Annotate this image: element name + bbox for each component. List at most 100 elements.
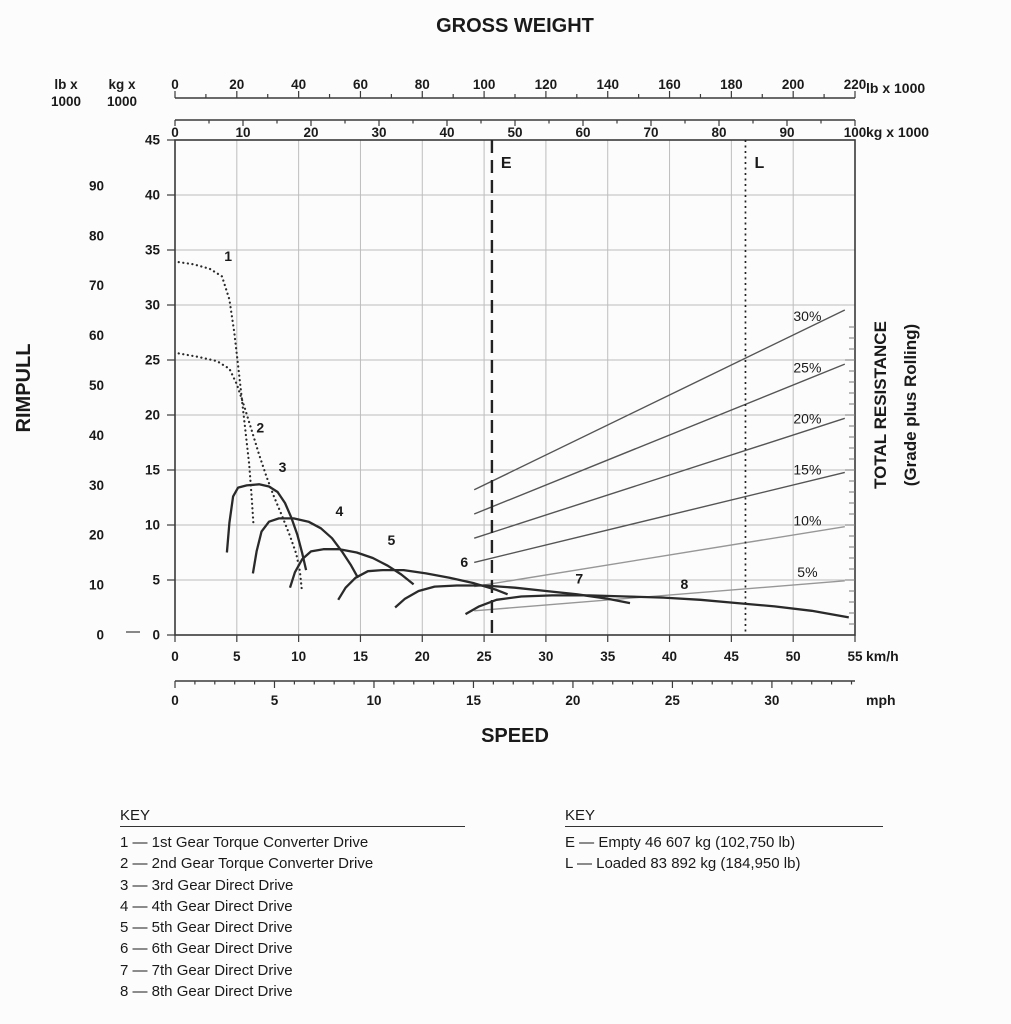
top-kg-ticklabel: 40 xyxy=(439,125,454,140)
left-lb-ticklabel: 10 xyxy=(89,578,104,593)
key-item: 2 — 2nd Gear Torque Converter Drive xyxy=(120,855,374,873)
gear-label-5: 5 xyxy=(387,532,395,548)
top-lb-ticklabel: 120 xyxy=(535,77,558,92)
rimpull-chart: 0 20 40 60 80 100 120 140 160 180 200 220 lb x 10000… xyxy=(13,15,929,747)
top-axis-title: GROSS WEIGHT xyxy=(436,15,594,37)
kmh-ticklabel: 0 xyxy=(171,649,179,664)
top-lb-ticklabel: 160 xyxy=(658,77,681,92)
left-kg-ticklabel: 35 xyxy=(145,243,161,258)
left-lb-unit: lb x xyxy=(54,77,78,92)
top-kg-ticklabel: 50 xyxy=(507,125,522,140)
kmh-ticklabel: 10 xyxy=(291,649,306,664)
key-item: 5 — 5th Gear Direct Drive xyxy=(120,919,293,937)
grade-line-30 xyxy=(473,309,846,491)
legend-section: KEY 1 — 1st Gear Torque Converter Drive 2… xyxy=(120,807,1011,1002)
grade-line-10 xyxy=(474,525,845,588)
kmh-ticklabel: 35 xyxy=(600,649,616,664)
grade-line-20 xyxy=(473,417,846,539)
mph-ticklabel: 5 xyxy=(271,693,279,708)
gear-curve-5 xyxy=(288,548,415,589)
top-lb-ticklabel: 200 xyxy=(782,77,805,92)
left-kg-ticklabel: 10 xyxy=(145,518,160,533)
top-kg-ticklabel: 10 xyxy=(235,125,250,140)
mph-ticklabel: 10 xyxy=(366,693,381,708)
gear-label-3: 3 xyxy=(279,459,287,475)
gear-curve-1 xyxy=(177,261,255,527)
right-axis-title: TOTAL RESISTANCE xyxy=(871,321,890,489)
weight-key: KEY E — Empty 46 607 kg (102,750 lb) L — … xyxy=(565,807,883,1002)
gear-label-2: 2 xyxy=(256,420,264,436)
gear-key-title: KEY xyxy=(120,807,151,824)
top-lb-ticklabel: 40 xyxy=(291,77,306,92)
kmh-ticklabel: 15 xyxy=(353,649,369,664)
gear-key: KEY 1 — 1st Gear Torque Converter Drive 2… xyxy=(120,807,465,1002)
gear-label-7: 7 xyxy=(575,570,583,586)
kmh-ticklabel: 40 xyxy=(662,649,677,664)
kmh-ticklabel: 45 xyxy=(724,649,740,664)
left-kg-ticklabel: 20 xyxy=(145,408,160,423)
top-lb-unit: lb x 1000 xyxy=(866,80,925,96)
left-lb-ticklabel: 90 xyxy=(89,178,104,193)
left-kg-ticklabel: 40 xyxy=(145,188,160,203)
left-kg-ticklabel: 5 xyxy=(152,573,160,588)
mph-unit: mph xyxy=(866,692,896,708)
kmh-ticklabel: 50 xyxy=(786,649,801,664)
grade-line-25 xyxy=(473,363,846,515)
mph-ticklabel: 25 xyxy=(665,693,681,708)
left-axis-title: RIMPULL xyxy=(13,344,35,433)
kmh-ticklabel: 25 xyxy=(477,649,493,664)
grade-label-10: 10% xyxy=(793,513,821,529)
top-kg-unit: kg x 1000 xyxy=(866,124,929,140)
grade-line-5 xyxy=(474,580,845,612)
plot-border xyxy=(174,139,856,636)
left-lb-ticklabel: 20 xyxy=(89,528,104,543)
left-lb-ticklabel: 80 xyxy=(89,228,104,243)
key-item: 1 — 1st Gear Torque Converter Drive xyxy=(120,834,369,851)
grade-label-5: 5% xyxy=(797,564,817,580)
top-lb-ticklabel: 60 xyxy=(353,77,368,92)
kmh-ticklabel: 30 xyxy=(538,649,553,664)
left-lb-unit: 1000 xyxy=(51,94,81,109)
mph-ticklabel: 20 xyxy=(565,693,580,708)
rimpull-chart-figure: 0 20 40 60 80 100 120 140 160 180 200 220 lb x 1000 0… xyxy=(13,15,929,747)
top-kg-ticklabel: 90 xyxy=(779,125,794,140)
key-item: 4 — 4th Gear Direct Drive xyxy=(120,897,293,915)
top-lb-ticklabel: 100 xyxy=(473,77,496,92)
kmh-ticklabel: 20 xyxy=(415,649,430,664)
top-kg-ticklabel: 30 xyxy=(371,125,386,140)
gear-label-6: 6 xyxy=(460,554,468,570)
top-lb-ticklabel: 180 xyxy=(720,77,743,92)
left-lb-ticklabel: 40 xyxy=(89,428,104,443)
top-lb-ticklabel: 80 xyxy=(415,77,430,92)
gear-key-list: 1 — 1st Gear Torque Converter Drive 2 — 2… xyxy=(120,832,465,1002)
top-lb-ticklabel: 140 xyxy=(596,77,619,92)
gear-curve-4 xyxy=(251,517,360,579)
key-item: L — Loaded 83 892 kg (184,950 lb) xyxy=(565,855,801,873)
grade-label-25: 25% xyxy=(793,359,821,375)
key-rule xyxy=(565,826,883,827)
key-item: 6 — 6th Gear Direct Drive xyxy=(120,940,293,958)
grade-label-30: 30% xyxy=(793,308,821,324)
grade-line-15 xyxy=(474,471,845,564)
gear-curve-8 xyxy=(464,594,850,619)
kmh-ticklabel: 55 xyxy=(847,649,863,664)
gear-label-4: 4 xyxy=(336,503,344,519)
gear-label-8: 8 xyxy=(680,576,688,592)
left-lb-ticklabel: 30 xyxy=(89,478,104,493)
top-kg-ticklabel: 70 xyxy=(643,125,658,140)
gear-label-1: 1 xyxy=(224,248,232,264)
bottom-axis-title: SPEED xyxy=(481,725,549,747)
weight-label-E: E xyxy=(501,155,512,172)
gear-curve-3 xyxy=(225,483,308,571)
top-kg-ticklabel: 80 xyxy=(711,125,726,140)
grade-label-20: 20% xyxy=(793,410,821,426)
left-kg-ticklabel: 30 xyxy=(145,298,160,313)
top-lb-ticklabel: 20 xyxy=(229,77,244,92)
grade-label-15: 15% xyxy=(793,462,821,478)
gear-curve-2 xyxy=(177,352,303,590)
right-axis-subtitle: (Grade plus Rolling) xyxy=(901,324,920,486)
left-kg-ticklabel: 25 xyxy=(145,353,161,368)
weight-key-title: KEY xyxy=(565,807,596,824)
left-kg-ticklabel: 15 xyxy=(145,463,161,478)
mph-ticklabel: 30 xyxy=(764,693,779,708)
